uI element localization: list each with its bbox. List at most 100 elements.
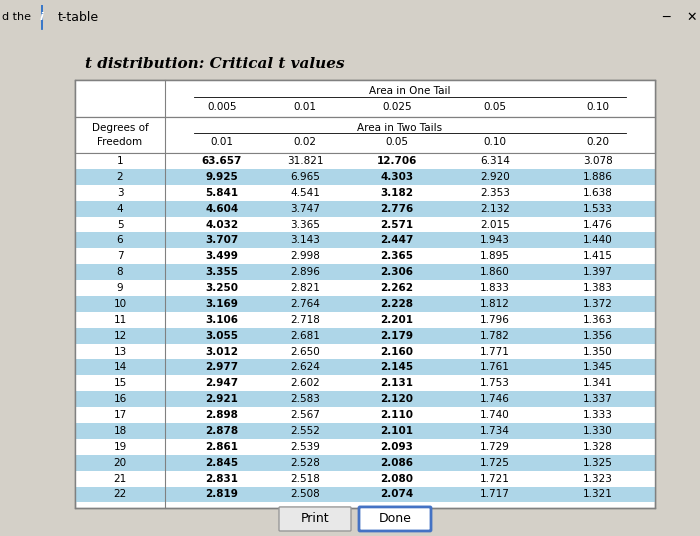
Text: 1.725: 1.725 [480,458,510,468]
Text: 2.353: 2.353 [480,188,510,198]
Text: 1.761: 1.761 [480,362,510,373]
Text: 1.895: 1.895 [480,251,510,262]
Text: 31.821: 31.821 [287,156,323,166]
Text: 0.025: 0.025 [382,101,412,111]
Text: 3: 3 [117,188,123,198]
Text: 12.706: 12.706 [377,156,417,166]
Text: 1.330: 1.330 [583,426,613,436]
Text: i: i [40,12,44,23]
Text: 2.015: 2.015 [480,220,510,229]
Text: 2.110: 2.110 [381,410,414,420]
Bar [75,296,655,312]
Text: 2.602: 2.602 [290,378,320,388]
Bar [75,153,655,169]
Text: 3.169: 3.169 [206,299,239,309]
Text: 1.740: 1.740 [480,410,510,420]
Text: t distribution: Critical t values: t distribution: Critical t values [85,57,344,71]
Text: 4.303: 4.303 [380,172,414,182]
Text: 2.539: 2.539 [290,442,320,452]
Text: 2.093: 2.093 [381,442,414,452]
Text: 2.624: 2.624 [290,362,320,373]
Text: 1.721: 1.721 [480,474,510,483]
Text: 4.604: 4.604 [205,204,239,214]
Bar [75,312,655,327]
Text: 15: 15 [113,378,127,388]
Text: 1: 1 [117,156,123,166]
Text: 3.499: 3.499 [206,251,239,262]
Text: 6: 6 [117,235,123,245]
Text: 17: 17 [113,410,127,420]
Text: 6.965: 6.965 [290,172,320,182]
Bar [75,327,655,344]
Text: 2.831: 2.831 [206,474,239,483]
Bar [75,375,655,391]
Bar [75,233,655,248]
Bar [75,407,655,423]
Text: 3.012: 3.012 [206,347,239,356]
Text: 16: 16 [113,394,127,404]
Text: 2.365: 2.365 [381,251,414,262]
Text: 1.350: 1.350 [583,347,613,356]
Text: 2.764: 2.764 [290,299,320,309]
Text: 1.717: 1.717 [480,489,510,500]
Text: 7: 7 [117,251,123,262]
Bar [75,471,655,487]
Text: 1.886: 1.886 [583,172,613,182]
Text: 20: 20 [113,458,127,468]
Bar [75,169,655,185]
Text: 2.552: 2.552 [290,426,320,436]
Text: 1.323: 1.323 [583,474,613,483]
Text: 1.383: 1.383 [583,283,613,293]
Text: 1.321: 1.321 [583,489,613,500]
Bar [75,487,655,502]
Text: 63.657: 63.657 [202,156,242,166]
Text: 19: 19 [113,442,127,452]
Text: Done: Done [379,512,412,525]
Text: 2.821: 2.821 [290,283,320,293]
Text: 12: 12 [113,331,127,341]
Bar [75,217,655,233]
Text: 0.005: 0.005 [207,101,237,111]
Bar [75,185,655,201]
Text: 2.145: 2.145 [380,362,414,373]
Text: 1.729: 1.729 [480,442,510,452]
Text: 0.01: 0.01 [211,137,234,147]
Text: 1.753: 1.753 [480,378,510,388]
Text: ✕: ✕ [687,11,697,24]
Text: 2.920: 2.920 [480,172,510,182]
Text: 2.947: 2.947 [205,378,239,388]
Text: 1.356: 1.356 [583,331,613,341]
Text: 6.314: 6.314 [480,156,510,166]
Text: 2.878: 2.878 [205,426,239,436]
Text: 1.860: 1.860 [480,267,510,277]
Text: 3.250: 3.250 [206,283,239,293]
Text: 3.106: 3.106 [206,315,239,325]
Bar [75,201,655,217]
Text: 1.415: 1.415 [583,251,613,262]
Text: 2.718: 2.718 [290,315,320,325]
Text: Print: Print [301,512,329,525]
Text: 2.776: 2.776 [380,204,414,214]
Text: 14: 14 [113,362,127,373]
Text: 2.306: 2.306 [381,267,414,277]
Bar [75,248,655,264]
Text: 0.01: 0.01 [293,101,316,111]
Text: 1.325: 1.325 [583,458,613,468]
Text: 4.541: 4.541 [290,188,320,198]
Text: 4: 4 [117,204,123,214]
Text: 2.518: 2.518 [290,474,320,483]
Text: 2.898: 2.898 [206,410,239,420]
Text: 1.341: 1.341 [583,378,613,388]
Text: 5: 5 [117,220,123,229]
Text: Area in Two Tails: Area in Two Tails [358,123,442,133]
FancyBboxPatch shape [279,507,351,531]
Bar [75,423,655,439]
Text: 3.355: 3.355 [206,267,239,277]
Text: 0.20: 0.20 [587,137,610,147]
Text: 1.476: 1.476 [583,220,613,229]
Text: 1.734: 1.734 [480,426,510,436]
Text: 1.345: 1.345 [583,362,613,373]
Text: 2.160: 2.160 [381,347,414,356]
Text: 22: 22 [113,489,127,500]
Text: 2.977: 2.977 [205,362,239,373]
